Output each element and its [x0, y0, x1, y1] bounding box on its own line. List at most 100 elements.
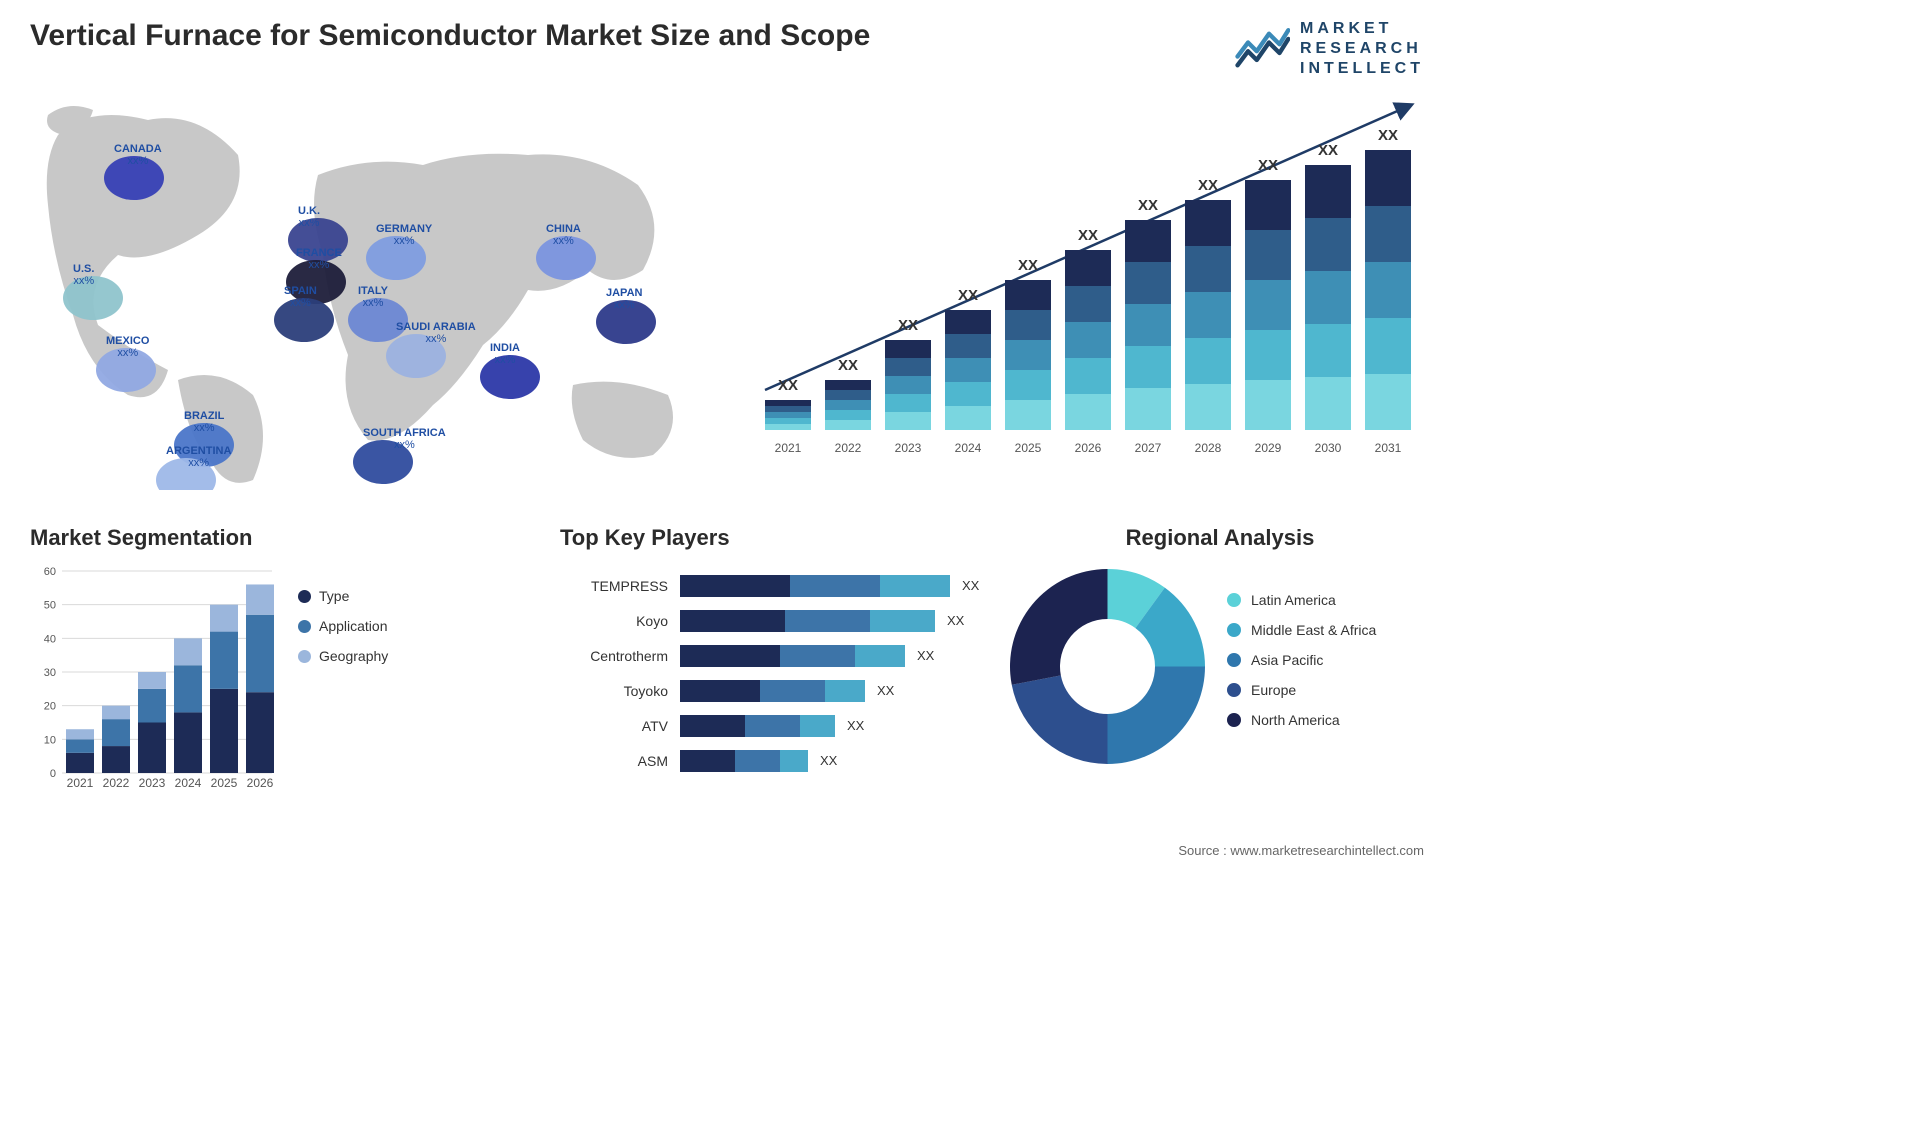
svg-text:XX: XX	[778, 377, 798, 394]
legend-swatch-icon	[1227, 713, 1241, 727]
svg-text:2027: 2027	[1135, 441, 1162, 455]
country-label-canada: CANADAxx%	[114, 143, 162, 167]
regional-donut-svg	[1010, 569, 1205, 764]
key-player-label: ASM	[560, 753, 680, 769]
segmentation-legend-item: Type	[298, 588, 388, 604]
legend-swatch-icon	[298, 620, 311, 633]
key-player-bar-segment	[680, 645, 780, 667]
key-player-row: TEMPRESSXX	[560, 573, 980, 598]
svg-text:2026: 2026	[247, 776, 274, 790]
key-players-title: Top Key Players	[560, 525, 980, 551]
country-label-italy: ITALYxx%	[358, 285, 388, 309]
key-player-bar-segment	[745, 715, 800, 737]
svg-text:2022: 2022	[835, 441, 862, 455]
country-label-germany: GERMANYxx%	[376, 223, 432, 247]
key-player-bar-segment	[780, 750, 808, 772]
svg-text:XX: XX	[1018, 257, 1038, 274]
legend-label: Europe	[1251, 682, 1296, 698]
key-player-row: ASM XX	[560, 748, 980, 773]
key-player-bar-segment	[680, 715, 745, 737]
key-player-value: XX	[835, 718, 864, 733]
key-player-row: KoyoXX	[560, 608, 980, 633]
regional-legend: Latin America Middle East & Africa Asia Pa…	[1227, 592, 1376, 742]
key-player-bar-segment	[780, 645, 855, 667]
svg-text:40: 40	[44, 633, 56, 645]
key-player-label: ATV	[560, 718, 680, 734]
svg-text:2023: 2023	[895, 441, 922, 455]
key-players-rows: TEMPRESSXXKoyoXXCentrothermXXToyokoXXATV…	[560, 573, 980, 773]
regional-legend-item: Asia Pacific	[1227, 652, 1376, 668]
logo-line1: MARKET	[1300, 19, 1424, 39]
legend-label: North America	[1251, 712, 1340, 728]
legend-label: Type	[319, 588, 349, 604]
svg-text:0: 0	[50, 768, 56, 780]
key-player-bar-segment	[800, 715, 835, 737]
svg-text:XX: XX	[1378, 127, 1398, 144]
regional-legend-item: Latin America	[1227, 592, 1376, 608]
svg-text:2029: 2029	[1255, 441, 1282, 455]
legend-swatch-icon	[298, 590, 311, 603]
key-player-bar-segment	[680, 680, 760, 702]
svg-text:XX: XX	[1138, 197, 1158, 214]
key-player-label: Toyoko	[560, 683, 680, 699]
regional-panel: Regional Analysis Latin AmericaMiddle Ea…	[1010, 525, 1430, 764]
logo-line3: INTELLECT	[1300, 59, 1424, 79]
main-bar-chart-svg: XX2021XX2022XX2023XX2024XX2025XX2026XX20…	[740, 100, 1420, 470]
svg-text:XX: XX	[958, 287, 978, 304]
legend-label: Geography	[319, 648, 388, 664]
country-label-france: FRANCExx%	[296, 247, 342, 271]
svg-text:2031: 2031	[1375, 441, 1402, 455]
key-player-bar-segment	[790, 575, 880, 597]
svg-text:2025: 2025	[1015, 441, 1042, 455]
key-player-label: Centrotherm	[560, 648, 680, 664]
segmentation-chart-svg: 0102030405060202120222023202420252026	[30, 563, 280, 793]
regional-legend-item: North America	[1227, 712, 1376, 728]
key-player-value: XX	[935, 613, 964, 628]
key-player-bar	[680, 645, 905, 667]
logo: MARKET RESEARCH INTELLECT	[1234, 18, 1424, 79]
regional-legend-item: Europe	[1227, 682, 1376, 698]
svg-text:2026: 2026	[1075, 441, 1102, 455]
svg-text:XX: XX	[838, 357, 858, 374]
key-player-bar-segment	[735, 750, 780, 772]
country-label-spain: SPAINxx%	[284, 285, 317, 309]
svg-text:2024: 2024	[175, 776, 202, 790]
key-player-bar-segment	[680, 610, 785, 632]
country-label-japan: JAPANxx%	[606, 287, 642, 311]
key-player-bar	[680, 715, 835, 737]
world-map-panel: CANADAxx%U.S.xx%MEXICOxx%BRAZILxx%ARGENT…	[28, 95, 718, 490]
page-title: Vertical Furnace for Semiconductor Marke…	[30, 18, 870, 54]
key-player-bar	[680, 610, 935, 632]
svg-text:30: 30	[44, 667, 56, 679]
segmentation-legend-item: Application	[298, 618, 388, 634]
legend-swatch-icon	[298, 650, 311, 663]
segmentation-legend: Type Application Geography	[298, 563, 388, 678]
key-player-bar-segment	[855, 645, 905, 667]
key-player-bar-segment	[880, 575, 950, 597]
svg-text:2024: 2024	[955, 441, 982, 455]
key-player-bar-segment	[760, 680, 825, 702]
key-player-bar	[680, 750, 808, 772]
key-player-row: ToyokoXX	[560, 678, 980, 703]
key-player-label: TEMPRESS	[560, 578, 680, 594]
segmentation-title: Market Segmentation	[30, 525, 470, 551]
country-label-saudi-arabia: SAUDI ARABIAxx%	[396, 321, 476, 345]
key-player-bar-segment	[785, 610, 870, 632]
country-label-u-k-: U.K.xx%	[298, 205, 320, 229]
key-player-row: CentrothermXX	[560, 643, 980, 668]
country-label-brazil: BRAZILxx%	[184, 410, 224, 434]
segmentation-panel: Market Segmentation 01020304050602021202…	[30, 525, 470, 793]
legend-label: Middle East & Africa	[1251, 622, 1376, 638]
key-player-row: ATV XX	[560, 713, 980, 738]
header-area: Vertical Furnace for Semiconductor Marke…	[30, 18, 1424, 79]
legend-swatch-icon	[1227, 623, 1241, 637]
legend-label: Application	[319, 618, 388, 634]
country-label-india: INDIAxx%	[490, 342, 520, 366]
svg-text:2025: 2025	[211, 776, 238, 790]
svg-text:10: 10	[44, 734, 56, 746]
legend-swatch-icon	[1227, 653, 1241, 667]
svg-text:XX: XX	[1078, 227, 1098, 244]
country-label-argentina: ARGENTINAxx%	[166, 445, 231, 469]
source-line: Source : www.marketresearchintellect.com	[1178, 843, 1424, 858]
key-player-value: XX	[808, 753, 837, 768]
